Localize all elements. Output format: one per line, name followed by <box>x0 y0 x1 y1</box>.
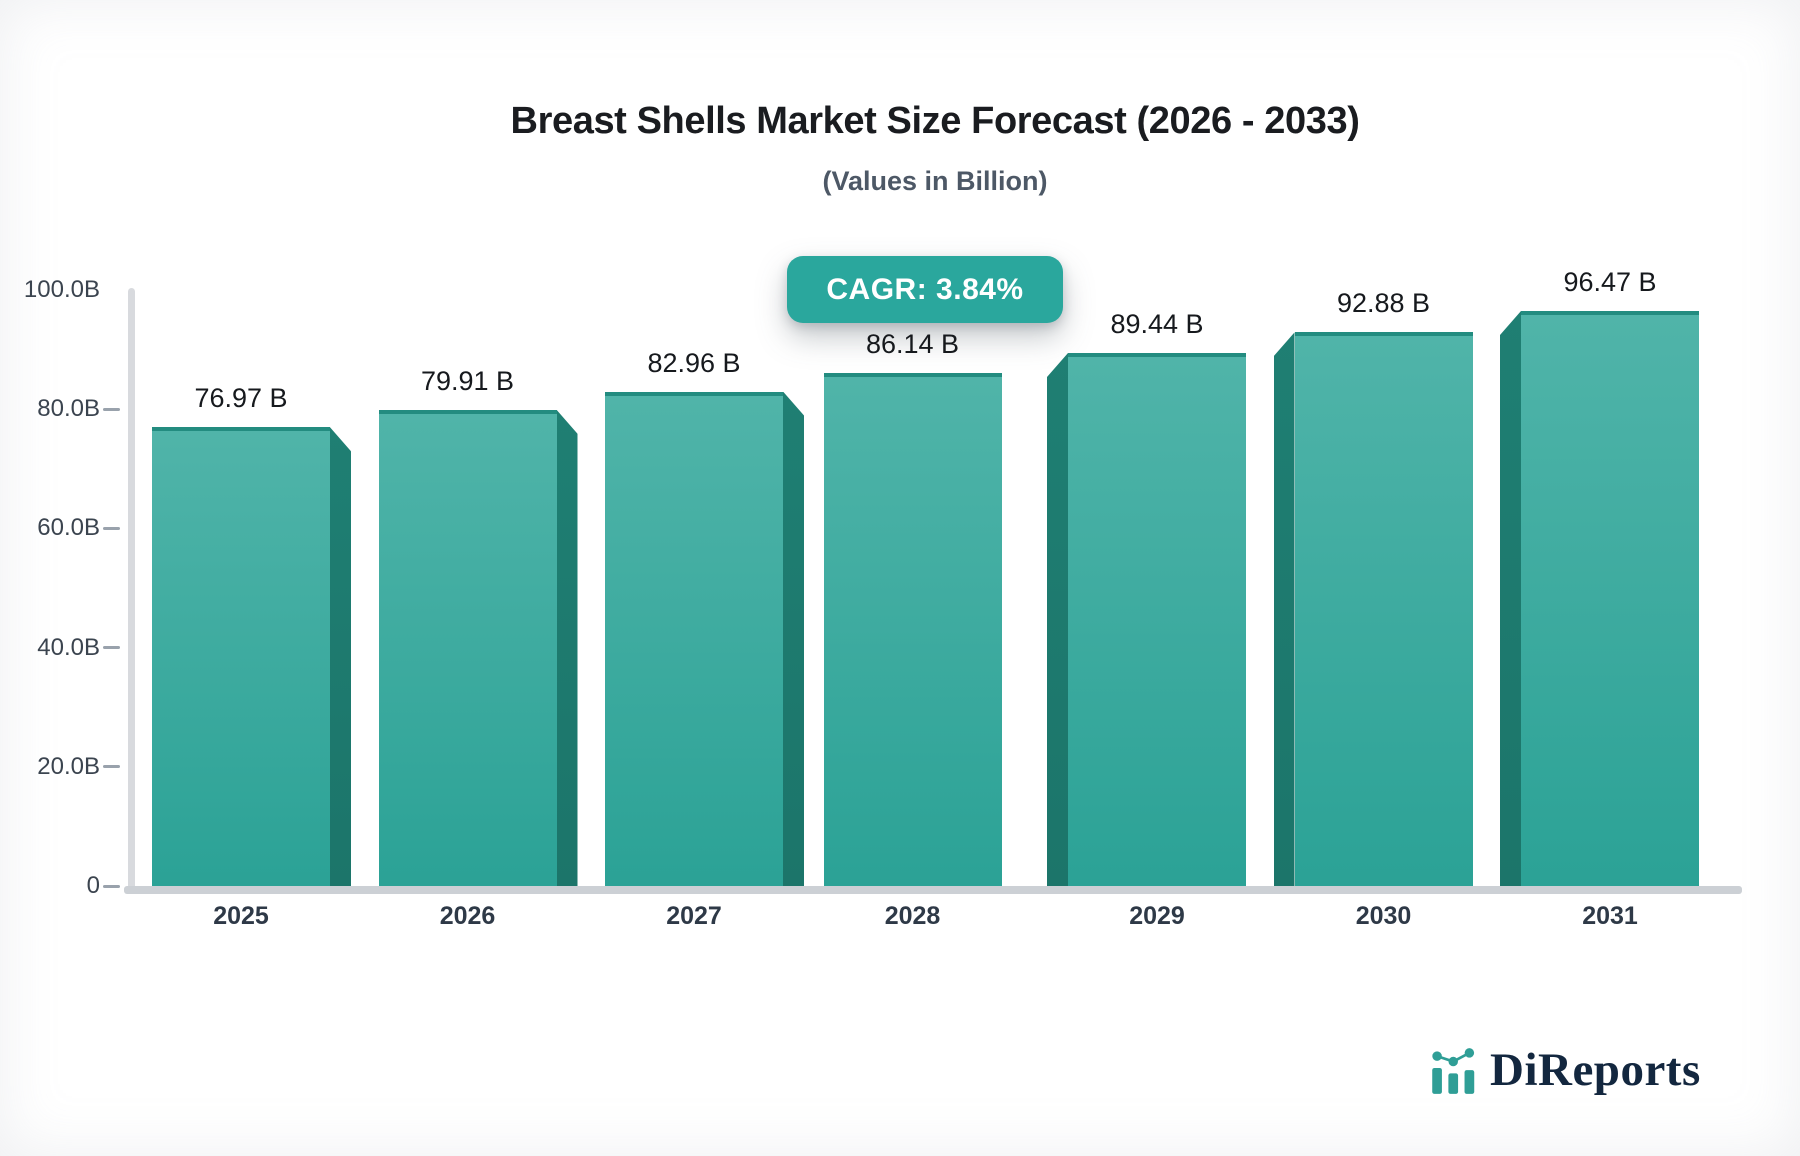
bar-value-label-2031: 96.47 B <box>1563 267 1657 298</box>
chart-subtitle: (Values in Billion) <box>822 166 1048 196</box>
x-axis-label-2030: 2030 <box>1355 902 1412 930</box>
y-axis-tick-mark <box>103 526 120 530</box>
x-axis-label-2029: 2029 <box>1129 902 1185 930</box>
bar-value-label-2029: 89.44 B <box>1110 308 1204 339</box>
bar-side-face-2030 <box>1273 332 1295 886</box>
cagr-badge: CAGR: 3.84% <box>787 256 1063 323</box>
cagr-badge-label: CAGR: 3.84% <box>826 272 1024 306</box>
bar-side-face-2027 <box>783 391 804 886</box>
y-axis-tick-mark <box>103 646 120 650</box>
x-axis-label-2025: 2025 <box>213 902 269 930</box>
bar-2026 <box>378 409 557 886</box>
x-axis-label-2027: 2027 <box>666 902 722 930</box>
x-axis-label-2026: 2026 <box>439 902 496 930</box>
bar-value-label-2026: 79.91 B <box>420 365 515 396</box>
y-axis-line <box>128 288 135 894</box>
x-axis-label-2028: 2028 <box>884 902 941 930</box>
y-axis-tick-mark <box>103 884 120 888</box>
bar-value-label-2028: 86.14 B <box>865 328 960 359</box>
y-axis-tick-label: 20.0B <box>37 752 100 780</box>
bar-2028 <box>823 372 1002 886</box>
bar-value-label-2025: 76.97 B <box>194 383 288 414</box>
bar-side-face-2031 <box>1500 311 1521 886</box>
bar-value-label-2027: 82.96 B <box>647 347 741 378</box>
bar-2027 <box>605 391 783 886</box>
bar-2031 <box>1521 311 1699 886</box>
y-axis-tick-label: 0 <box>86 872 100 899</box>
x-axis-label-2031: 2031 <box>1582 902 1638 930</box>
bar-2030 <box>1294 332 1473 886</box>
bar-value-label-2030: 92.88 B <box>1336 288 1431 319</box>
y-axis-tick-mark <box>103 765 120 769</box>
bar-chart-logo-icon <box>1430 1040 1484 1101</box>
chart-title: Breast Shells Market Size Forecast (2026… <box>510 100 1360 142</box>
bar-side-face-2025 <box>330 427 351 886</box>
logo-wordmark: DiReports <box>1490 1044 1701 1096</box>
y-axis-tick-label: 80.0B <box>37 395 100 423</box>
bar-2025 <box>152 427 330 886</box>
y-axis-tick-label: 60.0B <box>37 514 100 542</box>
direports-logo: DiReports <box>1430 1038 1701 1102</box>
y-axis-tick-label: 100.0B <box>23 276 100 303</box>
y-axis-tick-mark <box>103 407 120 411</box>
y-axis-tick-label: 40.0B <box>37 633 100 661</box>
bar-side-face-2029 <box>1047 352 1068 886</box>
bar-2029 <box>1068 352 1246 886</box>
bar-side-face-2026 <box>556 409 578 886</box>
x-axis-line <box>124 886 1742 894</box>
